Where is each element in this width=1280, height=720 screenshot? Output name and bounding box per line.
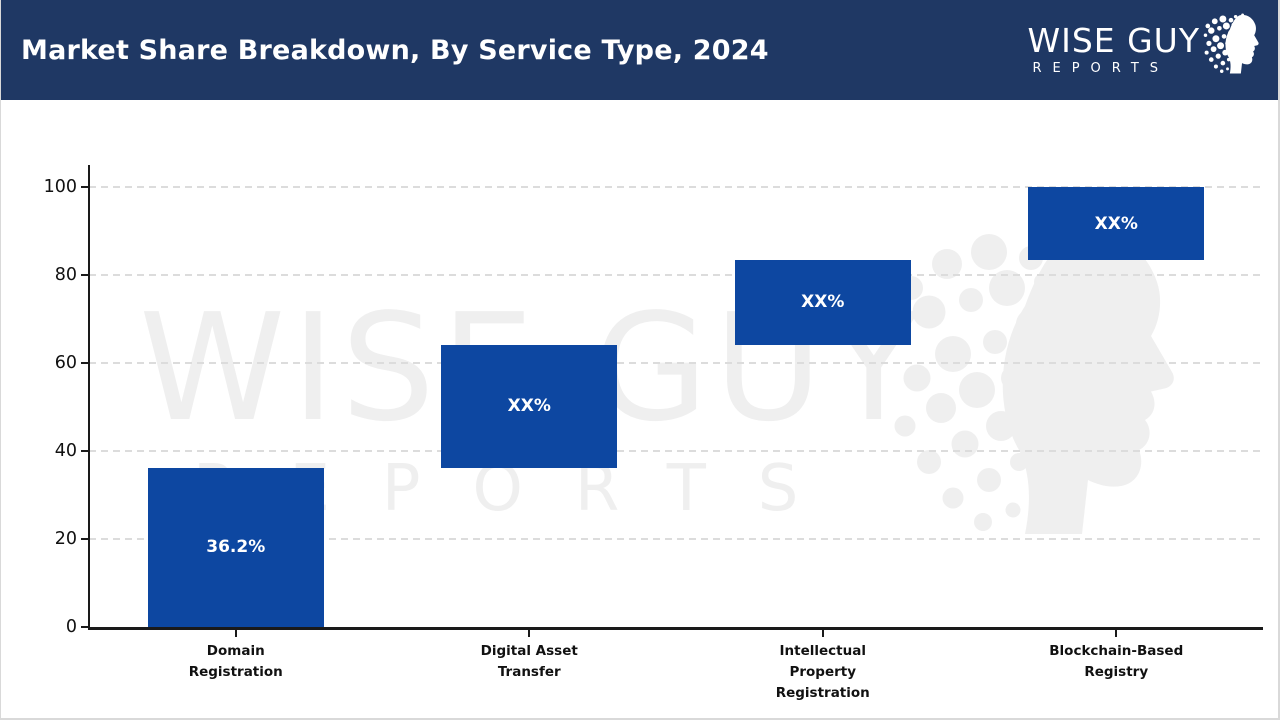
y-tick-mark (81, 626, 89, 628)
y-tick-mark (81, 450, 89, 452)
y-axis-line (88, 165, 90, 628)
y-tick-label: 100 (43, 177, 77, 197)
x-tick-mark (528, 629, 531, 637)
y-tick-mark (81, 186, 89, 188)
grid-line (89, 362, 1263, 364)
x-category-label: Domain Registration (121, 641, 351, 683)
logo-text: WISE GUY REPORTS (1027, 24, 1200, 76)
x-tick-mark (1115, 629, 1118, 637)
bar-segment: XX% (1028, 187, 1205, 261)
x-category-label-line: Registry (1084, 664, 1149, 680)
y-tick-label: 60 (54, 353, 77, 373)
x-category-label: Blockchain-Based Registry (1001, 641, 1231, 683)
watermark-head-icon (881, 222, 1181, 586)
grid-line (89, 450, 1263, 452)
logo-wordmark: WISE GUY (1027, 21, 1200, 60)
wise-guy-reports-logo: WISE GUY REPORTS (1027, 13, 1260, 87)
bar-segment: XX% (734, 260, 911, 345)
y-tick-mark (81, 538, 89, 540)
bar-value-label: XX% (1094, 213, 1138, 234)
logo-subtitle: REPORTS (1032, 61, 1170, 76)
bar-value-label: XX% (801, 292, 845, 313)
y-tick-label: 40 (54, 441, 77, 461)
x-tick-mark (821, 629, 824, 637)
x-tick-mark (234, 629, 237, 637)
grid-line (89, 186, 1263, 188)
x-category-label-line: Property (789, 664, 857, 680)
y-tick-mark (81, 362, 89, 364)
plot-area: WISE GUY REPORTS 0 20 40 60 80 100 36.2% Domain… (1, 100, 1280, 720)
x-category-label-line: Intellectual (779, 643, 866, 659)
x-category-label-line: Registration (188, 664, 283, 680)
x-category-label-line: Transfer (497, 664, 561, 680)
y-tick-mark (81, 274, 89, 276)
logo-head-icon (1202, 13, 1260, 87)
x-category-label-line: Domain (206, 643, 265, 659)
x-axis-line (88, 627, 1263, 630)
x-category-label: Intellectual Property Registration (708, 641, 938, 704)
y-tick-label: 80 (54, 265, 77, 285)
bar-value-label: XX% (507, 396, 551, 417)
y-tick-label: 20 (54, 529, 77, 549)
y-tick-label: 0 (65, 617, 77, 637)
grid-line (89, 274, 1263, 276)
x-category-label-line: Blockchain-Based (1049, 643, 1184, 659)
bar-segment: 36.2% (147, 467, 324, 627)
bar-segment: XX% (441, 344, 618, 468)
grid-line (89, 538, 1263, 540)
x-category-label: Digital Asset Transfer (414, 641, 644, 683)
bar-value-label: 36.2% (206, 537, 266, 558)
x-category-label-line: Digital Asset (480, 643, 578, 659)
chart-title: Market Share Breakdown, By Service Type,… (21, 34, 769, 66)
x-category-label-line: Registration (775, 685, 870, 701)
header-bar: Market Share Breakdown, By Service Type,… (1, 0, 1278, 100)
